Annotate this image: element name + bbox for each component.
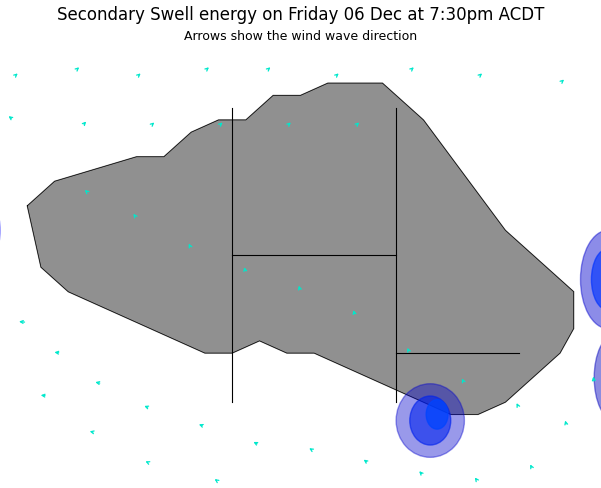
Ellipse shape <box>426 400 448 429</box>
Text: Arrows show the wind wave direction: Arrows show the wind wave direction <box>184 30 417 42</box>
Ellipse shape <box>396 384 465 457</box>
Ellipse shape <box>581 230 601 328</box>
Polygon shape <box>27 83 574 414</box>
Ellipse shape <box>410 396 451 445</box>
Text: Secondary Swell energy on Friday 06 Dec at 7:30pm ACDT: Secondary Swell energy on Friday 06 Dec … <box>57 6 544 24</box>
Ellipse shape <box>591 249 601 310</box>
Ellipse shape <box>594 335 601 421</box>
